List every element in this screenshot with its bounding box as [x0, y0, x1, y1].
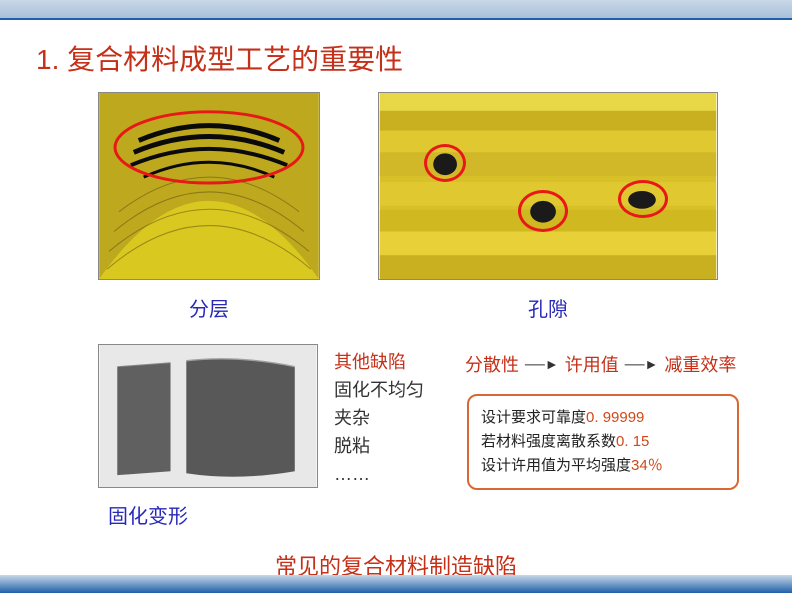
footer-decoration	[0, 575, 792, 593]
figure-delamination: 分层	[98, 92, 320, 322]
void-circle-2	[518, 190, 568, 232]
design-line: 设计要求可靠度0. 99999	[481, 406, 725, 430]
defect-item: 脱粘	[334, 432, 424, 460]
design-line: 设计许用值为平均强度34％	[481, 454, 725, 478]
other-defects-list: 其他缺陷 固化不均匀 夹杂 脱粘 ……	[334, 348, 424, 488]
cure-deformation-caption: 固化变形	[108, 500, 188, 529]
defect-list-header: 其他缺陷	[334, 348, 424, 376]
arrow-icon: ──►	[525, 356, 559, 372]
void-circle-3	[618, 180, 668, 218]
header-decoration	[0, 0, 792, 20]
weight-reduction-label: 减重效率	[664, 351, 736, 377]
figure-voids: 孔隙	[378, 92, 718, 322]
void-circle-1	[424, 144, 466, 182]
voids-caption: 孔隙	[378, 293, 718, 322]
cure-deformation-image	[98, 344, 318, 488]
figure-cure-deformation	[98, 344, 318, 493]
allowable-label: 许用值	[565, 351, 619, 377]
delamination-image	[98, 92, 320, 280]
defect-item: 夹杂	[334, 404, 424, 432]
arrow-icon: ──►	[625, 356, 659, 372]
design-line: 若材料强度离散系数0. 15	[481, 430, 725, 454]
dispersion-flow: 分散性 ──► 许用值 ──► 减重效率	[465, 351, 736, 377]
design-requirements-box: 设计要求可靠度0. 99999 若材料强度离散系数0. 15 设计许用值为平均强…	[467, 394, 739, 490]
voids-image	[378, 92, 718, 280]
defect-item: 固化不均匀	[334, 376, 424, 404]
dispersion-label: 分散性	[465, 351, 519, 377]
delamination-caption: 分层	[98, 293, 320, 322]
slide-title: 1. 复合材料成型工艺的重要性	[36, 38, 403, 78]
defect-item: ……	[334, 460, 424, 488]
